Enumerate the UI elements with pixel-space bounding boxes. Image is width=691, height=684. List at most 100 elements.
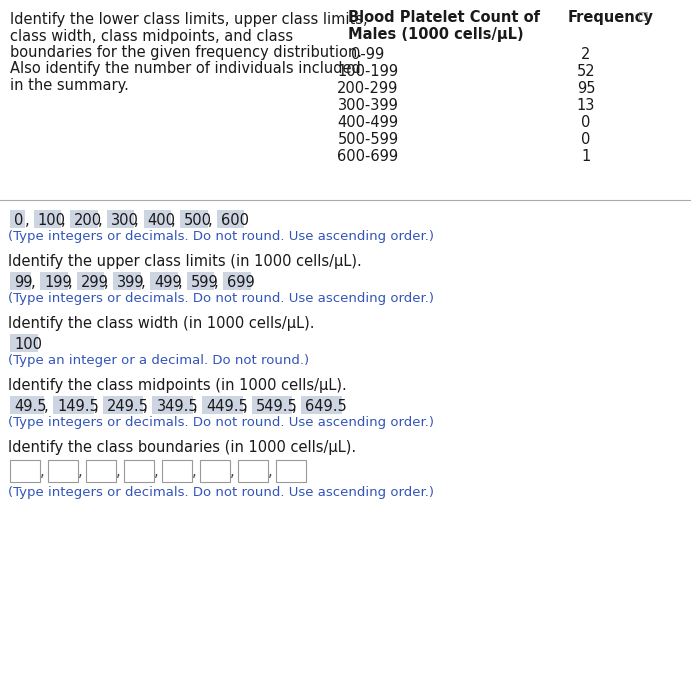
Text: 549.5: 549.5 — [256, 399, 298, 414]
Text: ,: , — [24, 213, 34, 228]
Bar — [40, 272, 68, 290]
Text: ,: , — [192, 464, 197, 479]
Bar — [252, 396, 292, 414]
Text: 199: 199 — [44, 275, 72, 290]
Text: 500: 500 — [184, 213, 212, 228]
Text: (Type an integer or a decimal. Do not round.): (Type an integer or a decimal. Do not ro… — [8, 354, 309, 367]
Text: ,: , — [268, 464, 273, 479]
Bar — [187, 272, 214, 290]
Text: 300-399: 300-399 — [338, 98, 399, 113]
Text: Also identify the number of individuals included: Also identify the number of individuals … — [10, 62, 361, 77]
Bar — [10, 460, 40, 482]
Bar — [153, 396, 193, 414]
Text: 95: 95 — [577, 81, 595, 96]
Bar — [276, 460, 306, 482]
Text: 600: 600 — [221, 213, 249, 228]
Text: 100-199: 100-199 — [337, 64, 399, 79]
Text: ,: , — [171, 213, 180, 228]
Bar — [200, 460, 230, 482]
Bar — [217, 210, 245, 228]
Text: 249.5: 249.5 — [107, 399, 149, 414]
Text: 100: 100 — [37, 213, 66, 228]
Text: 699: 699 — [227, 275, 255, 290]
Bar — [53, 396, 94, 414]
Text: 1: 1 — [581, 149, 591, 164]
Text: 0: 0 — [14, 213, 23, 228]
Bar — [10, 396, 44, 414]
Text: Identify the class boundaries (in 1000 cells/μL).: Identify the class boundaries (in 1000 c… — [8, 440, 356, 455]
Bar — [238, 460, 268, 482]
Text: ,: , — [243, 399, 252, 414]
Bar — [86, 460, 116, 482]
Text: ,: , — [178, 275, 187, 290]
Text: □: □ — [638, 10, 648, 20]
Text: 299: 299 — [81, 275, 108, 290]
Bar — [10, 210, 24, 228]
Text: 2: 2 — [581, 47, 591, 62]
Text: 400: 400 — [148, 213, 176, 228]
Text: ,: , — [40, 464, 45, 479]
Bar — [107, 210, 135, 228]
Text: ,: , — [193, 399, 202, 414]
Text: ,: , — [61, 213, 70, 228]
Text: 149.5: 149.5 — [57, 399, 99, 414]
Text: class width, class midpoints, and class: class width, class midpoints, and class — [10, 29, 293, 44]
Text: Blood Platelet Count of: Blood Platelet Count of — [348, 10, 540, 25]
Text: in the summary.: in the summary. — [10, 78, 129, 93]
Text: 100: 100 — [14, 337, 42, 352]
Text: 200-299: 200-299 — [337, 81, 399, 96]
Text: 52: 52 — [577, 64, 596, 79]
Text: (Type integers or decimals. Do not round. Use ascending order.): (Type integers or decimals. Do not round… — [8, 416, 434, 429]
Bar — [124, 460, 154, 482]
Text: boundaries for the given frequency distribution.: boundaries for the given frequency distr… — [10, 45, 362, 60]
Bar — [113, 272, 141, 290]
Text: (Type integers or decimals. Do not round. Use ascending order.): (Type integers or decimals. Do not round… — [8, 486, 434, 499]
Bar — [70, 210, 98, 228]
Text: 400-499: 400-499 — [337, 115, 399, 130]
Text: 0: 0 — [581, 115, 591, 130]
Text: ,: , — [214, 275, 223, 290]
Bar — [150, 272, 178, 290]
Bar — [202, 396, 243, 414]
Text: 599: 599 — [191, 275, 218, 290]
Bar — [162, 460, 192, 482]
Text: ,: , — [208, 213, 217, 228]
Text: ,: , — [230, 464, 235, 479]
Bar — [223, 272, 251, 290]
Text: 649.5: 649.5 — [305, 399, 347, 414]
Text: 349.5: 349.5 — [156, 399, 198, 414]
Bar — [144, 210, 171, 228]
Text: ,: , — [292, 399, 301, 414]
Bar — [10, 334, 37, 352]
Text: ,: , — [31, 275, 40, 290]
Text: ,: , — [68, 275, 77, 290]
Text: 0-99: 0-99 — [352, 47, 385, 62]
Text: (Type integers or decimals. Do not round. Use ascending order.): (Type integers or decimals. Do not round… — [8, 230, 434, 243]
Bar — [34, 210, 61, 228]
Text: 13: 13 — [577, 98, 595, 113]
Bar — [48, 460, 78, 482]
Text: Identify the lower class limits, upper class limits,: Identify the lower class limits, upper c… — [10, 12, 368, 27]
Text: ,: , — [116, 464, 121, 479]
Text: ,: , — [44, 399, 53, 414]
Text: 500-599: 500-599 — [337, 132, 399, 147]
Bar — [180, 210, 208, 228]
Text: 200: 200 — [74, 213, 102, 228]
Text: (Type integers or decimals. Do not round. Use ascending order.): (Type integers or decimals. Do not round… — [8, 292, 434, 305]
Text: ,: , — [141, 275, 150, 290]
Text: 499: 499 — [154, 275, 182, 290]
Bar — [103, 396, 143, 414]
Text: ,: , — [135, 213, 144, 228]
Text: Identify the class width (in 1000 cells/μL).: Identify the class width (in 1000 cells/… — [8, 316, 314, 331]
Text: 449.5: 449.5 — [206, 399, 248, 414]
Text: ,: , — [98, 213, 107, 228]
Text: 600-699: 600-699 — [337, 149, 399, 164]
Text: ,: , — [94, 399, 103, 414]
Text: 99: 99 — [14, 275, 32, 290]
Text: 0: 0 — [581, 132, 591, 147]
Text: ,: , — [78, 464, 83, 479]
Text: Identify the upper class limits (in 1000 cells/μL).: Identify the upper class limits (in 1000… — [8, 254, 362, 269]
Text: ,: , — [154, 464, 159, 479]
Text: Frequency: Frequency — [568, 10, 654, 25]
Text: 399: 399 — [117, 275, 145, 290]
